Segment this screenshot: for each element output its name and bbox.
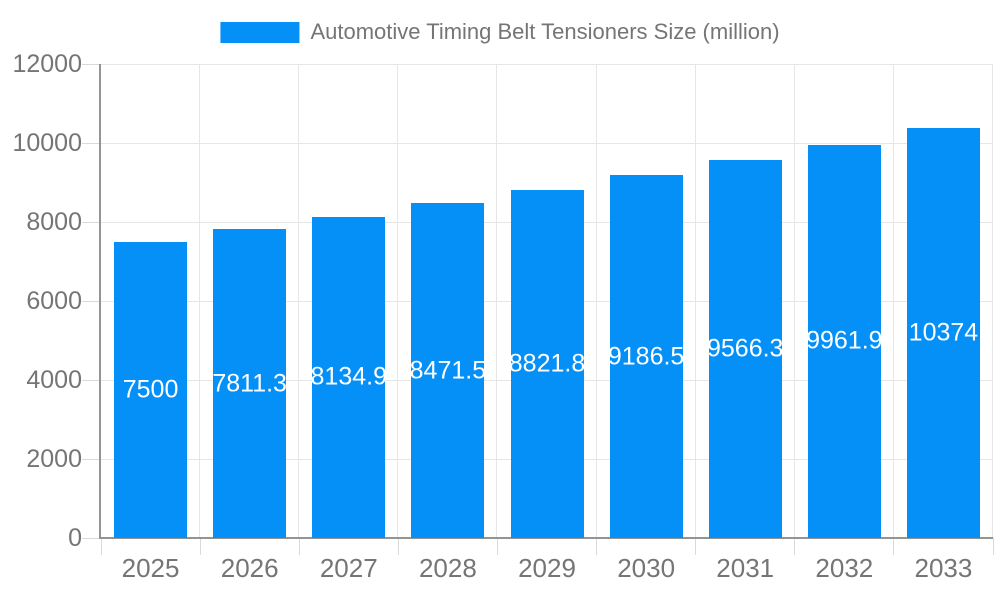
x-gridline xyxy=(694,64,696,538)
y-axis-label: 0 xyxy=(68,524,82,552)
x-tick xyxy=(397,538,399,555)
x-gridline xyxy=(793,64,795,538)
plot-area: 0 2000 4000 6000 8000 10000 12000 7500 2025 7811.… xyxy=(12,51,994,582)
x-gridline xyxy=(992,64,993,538)
x-axis-label: 2026 xyxy=(220,553,279,583)
x-gridline xyxy=(397,64,399,538)
bar-2032[interactable]: 9961.9 xyxy=(806,144,883,538)
bar-value-label: 9961.9 xyxy=(806,326,883,355)
x-tick xyxy=(992,538,994,555)
x-axis-label: 2031 xyxy=(716,553,775,583)
x-gridline xyxy=(298,64,300,538)
y-axis-label: 12000 xyxy=(12,50,82,78)
y-gridline xyxy=(101,63,993,65)
bar-value-label: 9186.5 xyxy=(607,342,685,371)
y-axis-label: 6000 xyxy=(26,287,82,315)
x-tick xyxy=(298,538,300,555)
x-tick xyxy=(100,538,102,555)
x-axis-label: 2029 xyxy=(518,553,576,583)
bar-value-label: 8821.8 xyxy=(508,349,586,378)
bar-2033[interactable]: 10374 xyxy=(906,128,980,538)
legend-swatch xyxy=(220,21,300,43)
bar-2029[interactable]: 8821.8 xyxy=(508,189,586,538)
x-axis-label: 2025 xyxy=(121,553,180,583)
y-tick xyxy=(82,142,99,144)
y-axis-label: 8000 xyxy=(26,208,82,236)
y-axis-line xyxy=(99,64,101,538)
legend[interactable]: Automotive Timing Belt Tensioners Size (… xyxy=(220,19,780,45)
x-axis-label: 2033 xyxy=(914,553,973,583)
bar-2025[interactable]: 7500 xyxy=(114,241,188,538)
x-gridline xyxy=(595,64,597,538)
bar-value-label: 9566.3 xyxy=(706,334,784,363)
bar-value-label: 7811.3 xyxy=(212,369,287,398)
bar-value-label: 8471.5 xyxy=(409,356,487,385)
bar-2026[interactable]: 7811.3 xyxy=(212,229,287,538)
x-axis-label: 2032 xyxy=(815,553,874,583)
y-tick xyxy=(82,537,99,539)
y-tick xyxy=(82,300,99,302)
x-axis-label: 2030 xyxy=(617,553,676,583)
bar-2030[interactable]: 9186.5 xyxy=(607,175,685,538)
x-tick xyxy=(496,538,498,555)
bar-2028[interactable]: 8471.5 xyxy=(409,203,487,538)
bar-value-label: 8134.9 xyxy=(310,362,387,391)
bar-2031[interactable]: 9566.3 xyxy=(706,160,784,538)
y-tick xyxy=(82,63,99,65)
bar-value-label: 7500 xyxy=(122,375,179,404)
x-tick xyxy=(794,538,796,555)
legend-label: Automotive Timing Belt Tensioners Size (… xyxy=(310,19,780,44)
y-axis-label: 10000 xyxy=(12,129,82,157)
y-gridline xyxy=(101,142,993,144)
y-axis-label: 4000 xyxy=(26,366,82,394)
x-gridline xyxy=(892,64,894,538)
x-tick xyxy=(893,538,895,555)
y-tick xyxy=(82,379,99,381)
x-axis-label: 2028 xyxy=(418,553,477,583)
x-axis-line xyxy=(99,537,993,539)
bar-2027[interactable]: 8134.9 xyxy=(310,216,387,538)
y-axis-label: 2000 xyxy=(26,445,82,473)
x-gridline xyxy=(496,64,498,538)
x-tick xyxy=(596,538,598,555)
x-tick xyxy=(695,538,697,555)
x-tick xyxy=(199,538,201,555)
y-tick xyxy=(82,221,99,223)
y-tick xyxy=(82,458,99,460)
x-axis-label: 2027 xyxy=(319,553,378,583)
x-gridline xyxy=(199,64,201,538)
bar-value-label: 10374 xyxy=(908,318,979,347)
